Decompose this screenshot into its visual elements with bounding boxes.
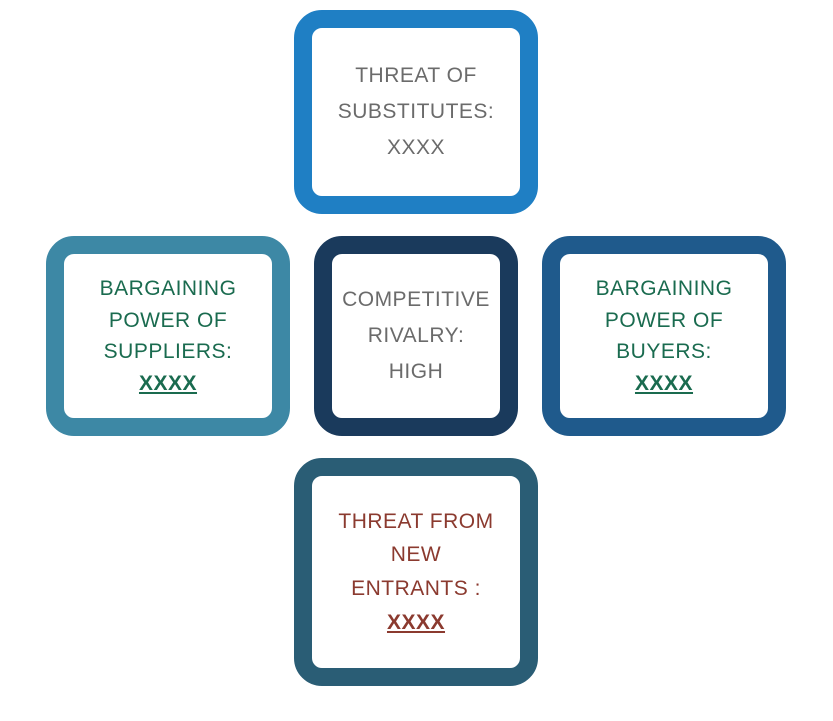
force-label-line: POWER OF [109, 305, 227, 337]
force-value: XXXX [387, 130, 445, 166]
force-label-line: RIVALRY: [368, 318, 465, 354]
force-box-buyers: BARGAINING POWER OF BUYERS: XXXX [542, 236, 786, 436]
force-label-line: THREAT FROM [338, 505, 493, 539]
force-label-line: POWER OF [605, 305, 723, 337]
force-value: HIGH [389, 354, 444, 390]
force-label-line: ENTRANTS : [351, 572, 481, 606]
force-label-line: THREAT OF [355, 58, 477, 94]
force-value: XXXX [635, 368, 693, 400]
force-value: XXXX [387, 606, 445, 640]
force-label-line: NEW [391, 538, 442, 572]
force-label-line: COMPETITIVE [342, 282, 490, 318]
force-box-rivalry: COMPETITIVE RIVALRY: HIGH [314, 236, 518, 436]
force-label-line: SUBSTITUTES: [338, 94, 495, 130]
five-forces-diagram: THREAT OF SUBSTITUTES: XXXX BARGAINING P… [0, 0, 833, 721]
force-label-line: BUYERS: [616, 336, 712, 368]
force-box-substitutes: THREAT OF SUBSTITUTES: XXXX [294, 10, 538, 214]
force-value: XXXX [139, 368, 197, 400]
force-label-line: BARGAINING [596, 273, 733, 305]
force-box-suppliers: BARGAINING POWER OF SUPPLIERS: XXXX [46, 236, 290, 436]
force-label-line: SUPPLIERS: [104, 336, 233, 368]
force-box-new-entrants: THREAT FROM NEW ENTRANTS : XXXX [294, 458, 538, 686]
force-label-line: BARGAINING [100, 273, 237, 305]
